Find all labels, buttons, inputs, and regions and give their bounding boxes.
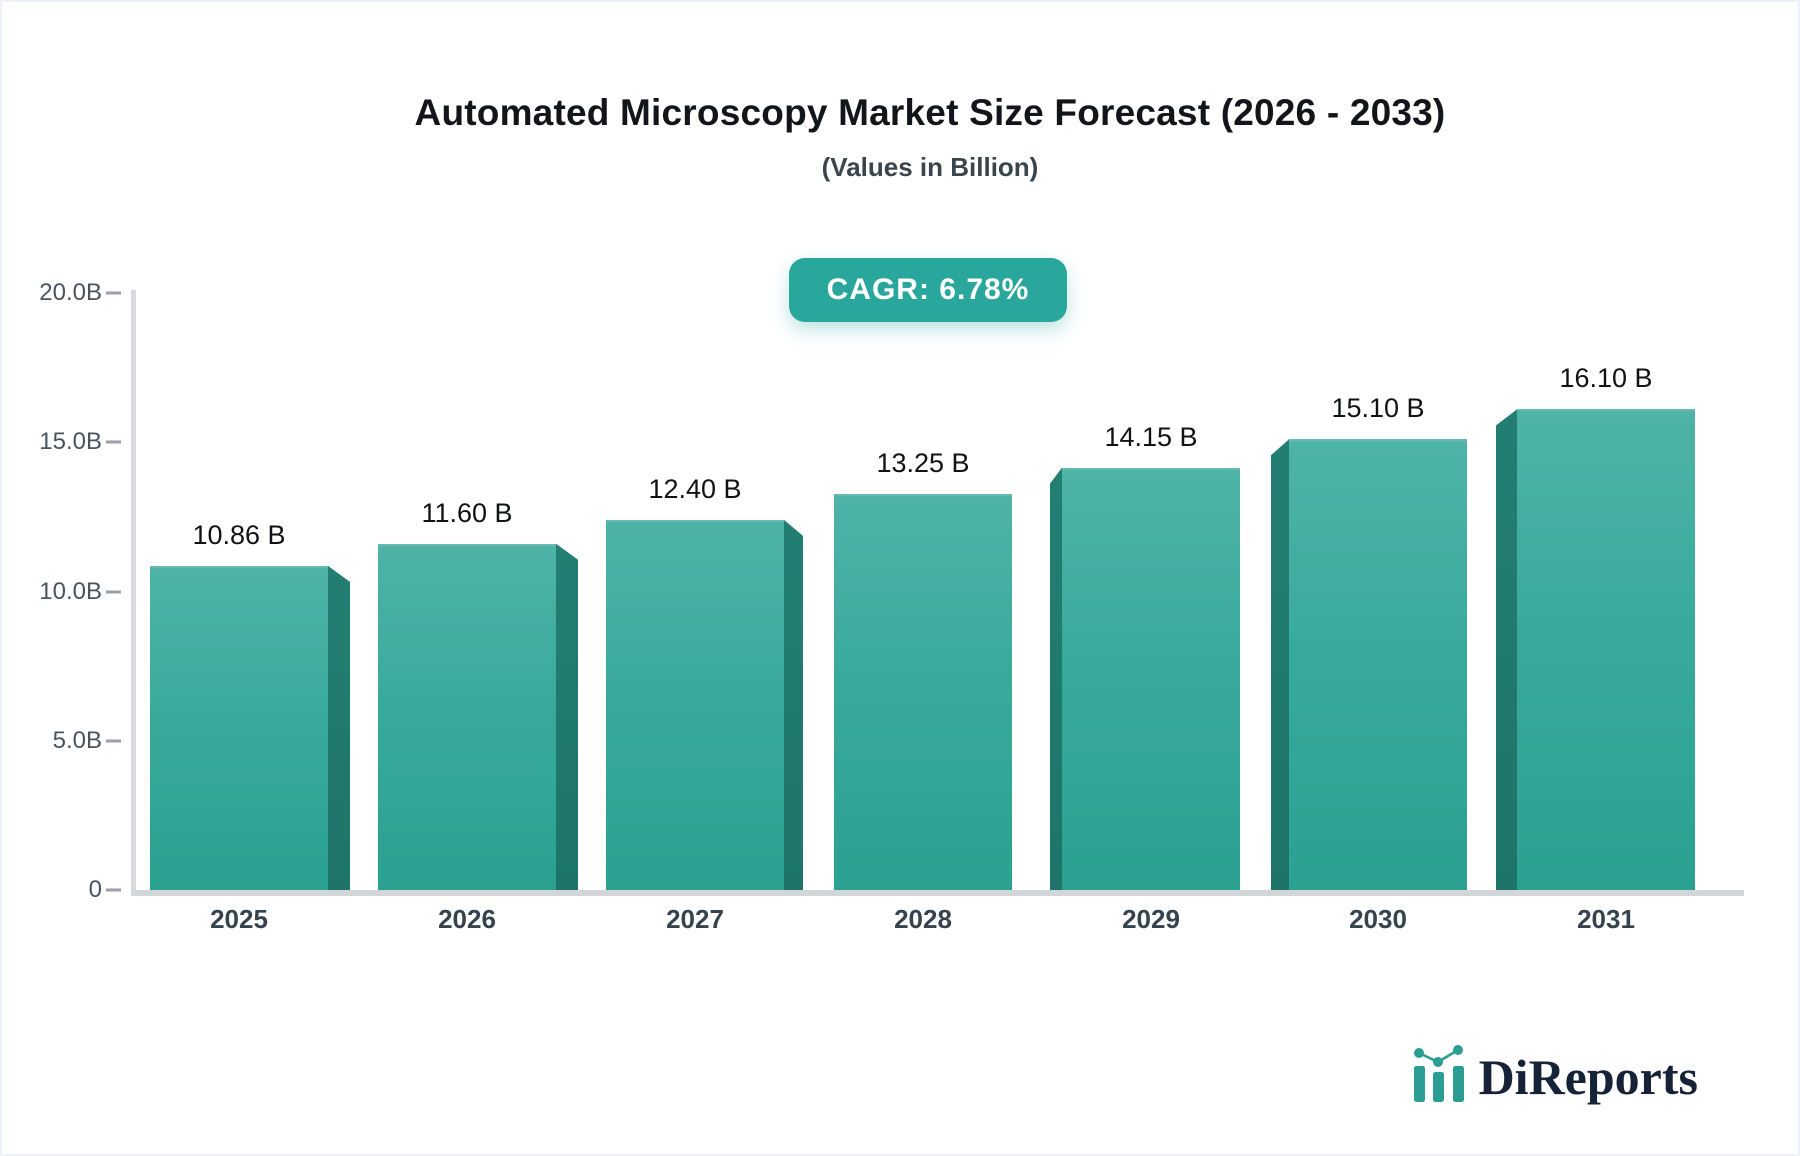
x-axis-label: 2028 [894, 904, 952, 934]
x-axis-label: 2029 [1122, 904, 1180, 934]
chart-title: Automated Microscopy Market Size Forecas… [414, 92, 1446, 133]
y-axis-tick-dash [106, 440, 121, 444]
bar-side [328, 565, 350, 890]
bar-side [556, 543, 578, 890]
bar-side [1496, 409, 1517, 890]
bar-value-label: 16.10 B [1559, 363, 1653, 394]
brand-logo-text: DiReports [1478, 1049, 1698, 1105]
bar-value-label: 11.60 B [421, 497, 513, 528]
bar [1289, 439, 1467, 890]
cagr-badge: CAGR: 6.78% [789, 258, 1067, 322]
bar-value-label: 12.40 B [648, 473, 742, 504]
y-axis-line [131, 290, 136, 896]
brand-logo: DiReports [1411, 1042, 1698, 1102]
y-axis-tick-label: 0 [88, 876, 102, 903]
bar [1517, 409, 1695, 890]
x-axis-baseline [131, 890, 1744, 896]
bar-side [784, 519, 803, 890]
y-axis-tick-label: 5.0B [52, 726, 102, 754]
y-axis-tick-label: 20.0B [39, 279, 102, 306]
bar [150, 565, 328, 890]
bar [834, 494, 1012, 890]
y-axis-tick-label: 10.0B [39, 577, 102, 605]
bar [606, 519, 784, 890]
x-axis-label: 2031 [1577, 904, 1635, 934]
x-axis-label: 2025 [210, 904, 268, 934]
bar [378, 543, 556, 890]
bar [1062, 467, 1240, 890]
bar-value-label: 10.86 B [192, 519, 286, 550]
y-axis-tick-dash [106, 739, 121, 743]
chart-header: Automated Microscopy Market Size Forecas… [132, 92, 1728, 183]
bar-value-label: 15.10 B [1331, 393, 1425, 424]
x-axis-label: 2027 [666, 904, 724, 934]
bar-value-label: 14.15 B [1104, 421, 1198, 452]
bar-side [1271, 439, 1289, 890]
y-axis-tick-label: 15.0B [39, 428, 102, 456]
y-axis-tick-dash [106, 590, 121, 593]
y-axis-tick-dash [106, 291, 121, 295]
bar-value-label: 13.25 B [876, 448, 970, 479]
y-axis-tick-dash [106, 888, 121, 892]
chart-subtitle: (Values in Billion) [821, 152, 1039, 182]
bar-side [1050, 467, 1062, 890]
x-axis-label: 2030 [1349, 904, 1407, 934]
mini-bar-line-chart-icon [1413, 1045, 1464, 1102]
x-axis-label: 2026 [438, 904, 496, 934]
